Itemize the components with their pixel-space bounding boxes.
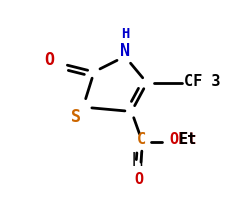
Text: Et: Et [179, 132, 197, 147]
Text: O: O [135, 172, 144, 187]
Text: O: O [44, 51, 54, 69]
Text: S: S [71, 108, 81, 126]
Text: ||: || [130, 152, 147, 166]
Text: CF 3: CF 3 [184, 74, 221, 89]
Text: N: N [120, 42, 130, 60]
Text: OEt: OEt [169, 132, 196, 147]
Text: C: C [137, 132, 146, 147]
Text: H: H [121, 27, 129, 41]
